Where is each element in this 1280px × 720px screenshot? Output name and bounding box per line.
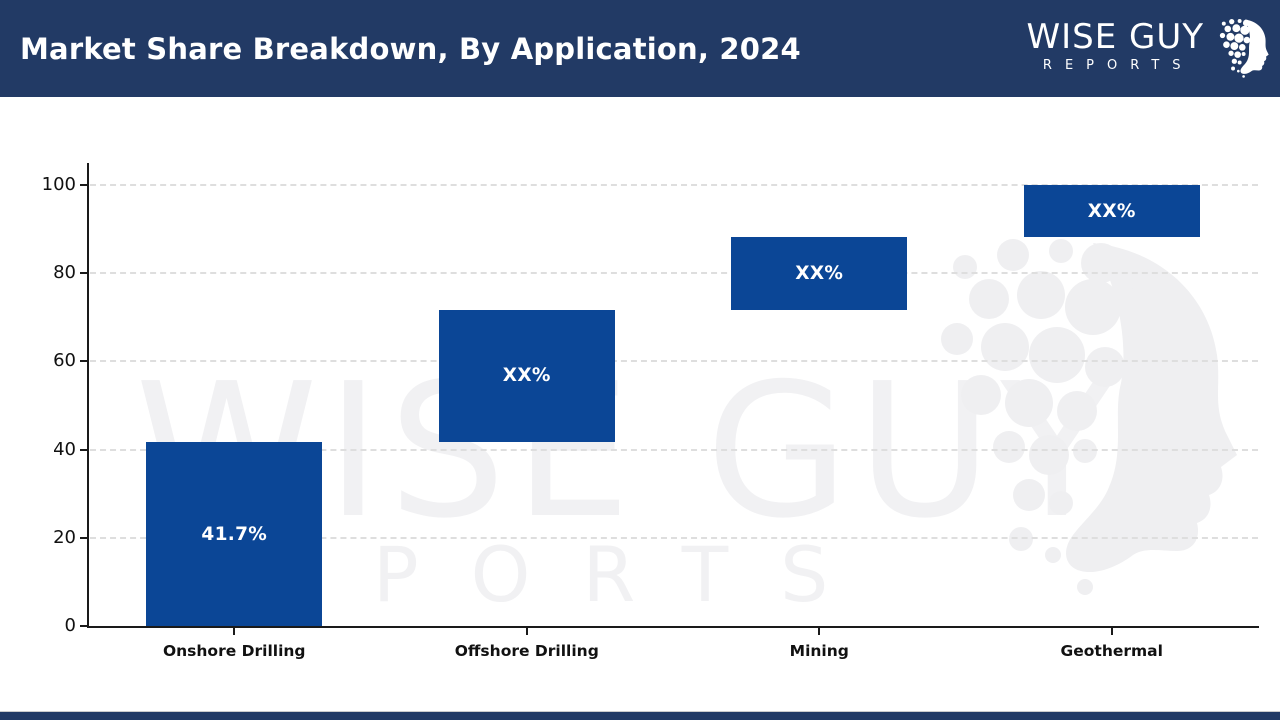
brand-name: WISE GUY	[1026, 17, 1204, 57]
x-tick-mark	[818, 628, 821, 635]
bar-value-label: XX%	[502, 365, 551, 387]
gridline	[90, 448, 1258, 451]
brand-logo: WISE GUY REPORTS	[1010, 6, 1270, 92]
x-axis	[87, 626, 1259, 628]
bar-value-label: 41.7%	[201, 523, 268, 545]
bar-mining: XX%	[731, 237, 908, 310]
face-logo-icon	[1219, 18, 1269, 78]
brand-wordmark: WISE GUY REPORTS	[1026, 20, 1204, 73]
y-tick-mark	[80, 272, 88, 275]
bar-offshore-drilling: XX%	[438, 309, 615, 443]
y-tick-label: 100	[41, 174, 76, 196]
bar-value-label: XX%	[795, 262, 844, 284]
x-category-label: Geothermal	[1060, 642, 1163, 660]
y-tick-mark	[80, 184, 88, 187]
y-tick-label: 40	[53, 438, 76, 460]
header-bar: Market Share Breakdown, By Application, …	[0, 0, 1280, 97]
y-tick-mark	[80, 625, 88, 627]
chart-plot: 41.7% XX% XX% XX%	[88, 163, 1258, 626]
bar-value-label: XX%	[1087, 200, 1136, 222]
y-axis	[87, 163, 89, 628]
x-category-label: Offshore Drilling	[454, 642, 599, 660]
face-watermark-icon	[941, 239, 1237, 595]
y-tick-mark	[80, 360, 88, 363]
gridline	[90, 360, 1258, 363]
footer-bar	[0, 711, 1280, 720]
gridline	[90, 536, 1258, 539]
x-tick-mark	[233, 628, 236, 635]
y-tick-label: 80	[53, 262, 76, 284]
y-tick-mark	[80, 536, 88, 539]
watermark-layer: WISE GUY REPORTS	[0, 97, 1280, 712]
brand-subtext: REPORTS	[1042, 58, 1194, 73]
y-tick-label: 20	[53, 526, 76, 548]
page-title: Market Share Breakdown, By Application, …	[20, 31, 801, 66]
gridline	[90, 184, 1258, 187]
x-tick-mark	[525, 628, 528, 635]
x-category-label: Mining	[789, 642, 849, 660]
y-tick-mark	[80, 448, 88, 451]
y-tick-label: 0	[64, 615, 76, 636]
x-tick-mark	[1110, 628, 1113, 635]
y-tick-label: 60	[53, 350, 76, 372]
gridline	[90, 272, 1258, 275]
bar-onshore-drilling: 41.7%	[146, 442, 323, 626]
bar-geothermal: XX%	[1023, 185, 1200, 238]
x-category-label: Onshore Drilling	[162, 642, 306, 660]
